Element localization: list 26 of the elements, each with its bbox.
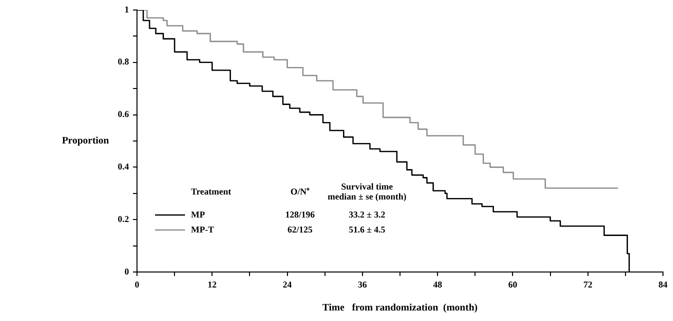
x-tick-label: 84 xyxy=(658,280,668,290)
y-tick-label: 0.4 xyxy=(118,162,130,172)
x-tick-label: 48 xyxy=(433,280,443,290)
y-tick-label: 1 xyxy=(124,4,130,14)
y-tick-label: 0.2 xyxy=(118,214,130,224)
y-axis-title: Proportion xyxy=(62,136,110,147)
x-tick-label: 12 xyxy=(208,280,218,290)
legend-label: MP-T xyxy=(191,224,214,234)
annotation: 128/196 xyxy=(285,209,316,220)
y-tick-label: 0 xyxy=(124,266,130,276)
x-tick-label: 0 xyxy=(134,280,140,290)
x-tick-label: 60 xyxy=(508,280,518,290)
annotation: Survival time xyxy=(341,181,393,192)
annotation: O/N⁺ xyxy=(290,186,310,196)
annotation: 33.2 ± 3.2 xyxy=(348,209,386,220)
y-tick-label: 0.8 xyxy=(118,56,130,67)
x-tick-label: 24 xyxy=(282,280,292,290)
annotation: median ± se (month) xyxy=(328,191,406,202)
x-tick-label: 72 xyxy=(583,280,593,290)
annotation: 62/125 xyxy=(287,224,313,234)
annotation: 51.6 ± 4.5 xyxy=(348,224,386,234)
legend-label: MP xyxy=(191,209,206,220)
x-tick-label: 36 xyxy=(358,280,368,290)
y-tick-label: 0.6 xyxy=(118,109,130,120)
x-axis-title: Time from randomization (month) xyxy=(322,302,478,314)
annotation: Treatment xyxy=(191,186,232,196)
